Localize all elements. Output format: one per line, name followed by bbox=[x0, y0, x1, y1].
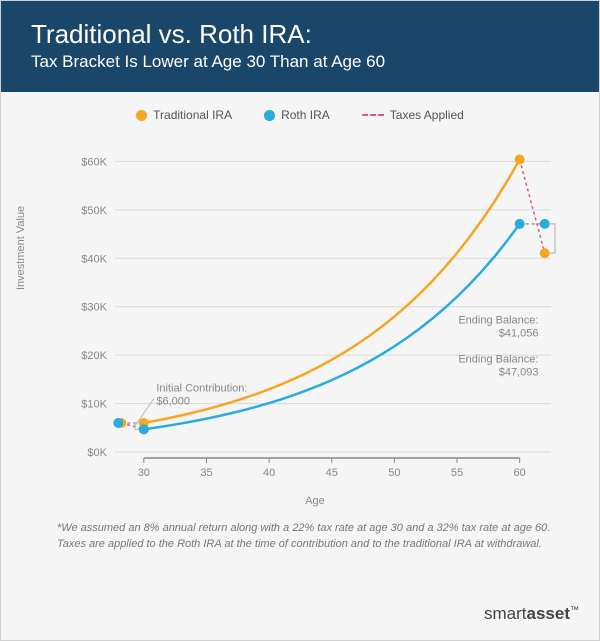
svg-text:$6,000: $6,000 bbox=[156, 395, 190, 407]
svg-text:$41,056: $41,056 bbox=[499, 328, 539, 340]
brand-part2: asset bbox=[527, 604, 570, 623]
svg-text:55: 55 bbox=[451, 467, 463, 479]
svg-text:Ending Balance:: Ending Balance: bbox=[458, 315, 538, 327]
legend-dash-icon bbox=[362, 114, 384, 116]
chart-area: Investment Value $0K$10K$20K$30K$40K$50K… bbox=[61, 132, 569, 507]
brand-tm: ™ bbox=[570, 604, 579, 614]
svg-text:$60K: $60K bbox=[81, 156, 107, 168]
header-subtitle: Tax Bracket Is Lower at Age 30 Than at A… bbox=[31, 52, 569, 72]
chart-svg: $0K $10K $20K $30K $40K $50K $60K 30 35 40 45 50 55 6… bbox=[61, 132, 571, 482]
brand-logo: smartasset™ bbox=[484, 604, 579, 624]
svg-text:35: 35 bbox=[200, 467, 212, 479]
svg-text:$20K: $20K bbox=[81, 350, 107, 362]
brand-part1: smart bbox=[484, 604, 527, 623]
svg-text:45: 45 bbox=[326, 467, 338, 479]
legend-label: Roth IRA bbox=[281, 108, 330, 122]
svg-text:60: 60 bbox=[514, 467, 526, 479]
svg-text:Ending Balance:: Ending Balance: bbox=[458, 353, 538, 365]
legend-label: Taxes Applied bbox=[390, 108, 464, 122]
legend-item: Roth IRA bbox=[264, 108, 330, 122]
svg-text:$40K: $40K bbox=[81, 253, 107, 265]
y-axis-label: Investment Value bbox=[15, 205, 27, 289]
svg-text:50: 50 bbox=[388, 467, 400, 479]
legend: Traditional IRA Roth IRA Taxes Applied bbox=[1, 92, 599, 132]
footnote: *We assumed an 8% annual return along wi… bbox=[1, 507, 599, 553]
legend-label: Traditional IRA bbox=[153, 108, 232, 122]
svg-text:Initial Contribution:: Initial Contribution: bbox=[156, 382, 247, 394]
legend-dot-icon bbox=[136, 110, 147, 121]
svg-text:$47,093: $47,093 bbox=[499, 366, 539, 378]
svg-text:$0K: $0K bbox=[87, 447, 107, 459]
svg-text:$50K: $50K bbox=[81, 205, 107, 217]
header: Traditional vs. Roth IRA: Tax Bracket Is… bbox=[1, 1, 599, 92]
legend-dot-icon bbox=[264, 110, 275, 121]
legend-item: Traditional IRA bbox=[136, 108, 232, 122]
legend-item: Taxes Applied bbox=[362, 108, 464, 122]
svg-text:30: 30 bbox=[138, 467, 150, 479]
svg-text:40: 40 bbox=[263, 467, 275, 479]
x-axis-label: Age bbox=[61, 495, 569, 507]
chart-card: Traditional vs. Roth IRA: Tax Bracket Is… bbox=[0, 0, 600, 641]
svg-text:$30K: $30K bbox=[81, 302, 107, 314]
svg-text:$10K: $10K bbox=[81, 399, 107, 411]
header-title: Traditional vs. Roth IRA: bbox=[31, 19, 569, 50]
